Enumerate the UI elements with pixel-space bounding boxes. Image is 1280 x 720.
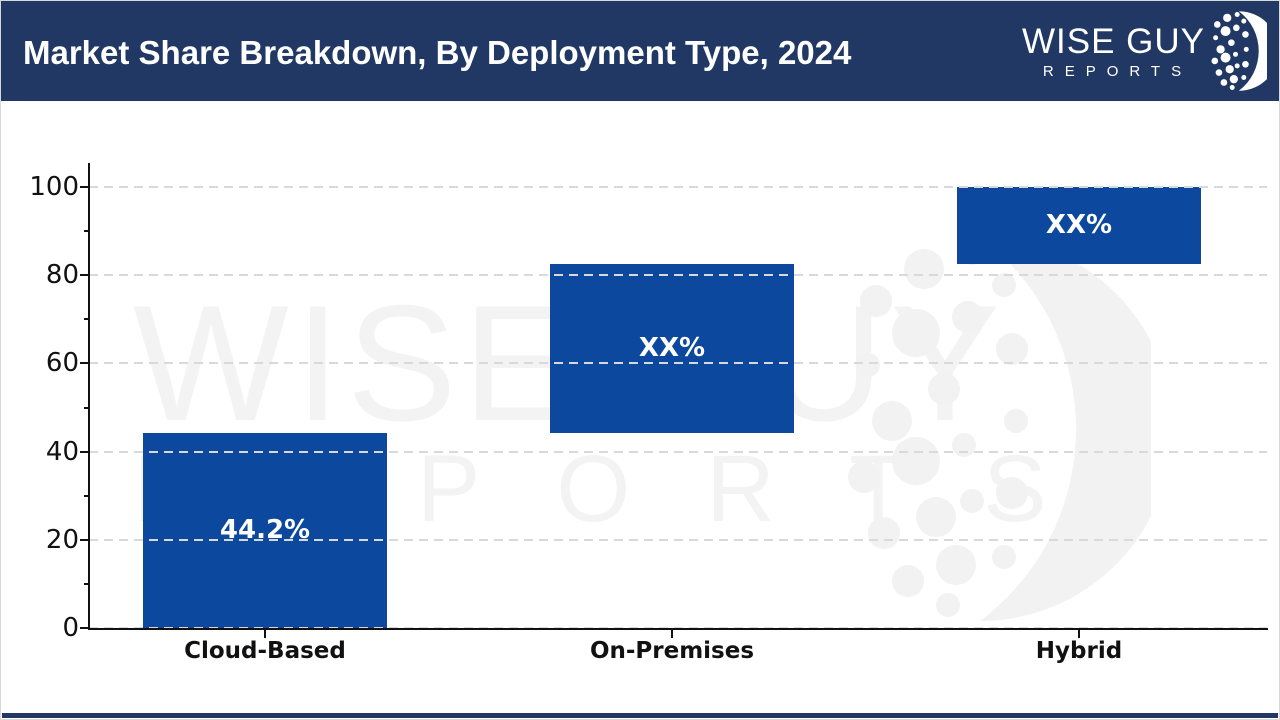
y-axis-line: [88, 163, 90, 630]
bar-segment-cloud-based: [143, 433, 387, 628]
bar-segment-hybrid: [957, 187, 1201, 265]
gridline-y100: [89, 186, 1267, 188]
page-title: Market Share Breakdown, By Deployment Ty…: [23, 34, 852, 71]
y-axis-major-tick: [80, 538, 89, 541]
y-axis-major-tick: [80, 450, 89, 453]
footer-bar: [2, 713, 1278, 718]
gridline-y60: [89, 362, 1267, 365]
y-axis-major-tick: [80, 274, 89, 277]
y-axis-minor-tick: [84, 318, 89, 321]
gridline-y80: [89, 274, 1267, 277]
x-axis-category-label: On-Premises: [589, 638, 755, 664]
bar-segment-on-premises: [550, 264, 794, 434]
plot-area: 44.2% XX% XX% 0 20 40 60 80 100 Cloud-Based On-Pre…: [1, 101, 1279, 715]
y-axis-minor-tick: [84, 582, 89, 585]
dotted-face-icon: [1211, 11, 1267, 91]
y-axis-minor-tick: [84, 406, 89, 409]
y-axis-major-tick: [80, 362, 89, 365]
gridline-y40: [89, 450, 1267, 453]
watermark-dotted-face-icon: [848, 237, 1151, 621]
y-axis-tick-label: 20: [45, 524, 79, 555]
x-axis-tick: [264, 630, 266, 638]
x-axis-tick: [671, 630, 673, 638]
gridline-y20: [89, 538, 1267, 541]
x-axis-line: [88, 628, 1268, 630]
x-axis-tick: [1078, 630, 1080, 638]
logo-reports-text: REPORTS: [1042, 62, 1193, 80]
header-bar: Market Share Breakdown, By Deployment Ty…: [1, 1, 1279, 101]
y-axis-tick-label: 60: [45, 348, 79, 379]
logo-wordmark: WISE GUY: [1021, 21, 1205, 61]
y-axis-tick-label: 100: [29, 172, 79, 202]
y-axis-tick-label: 80: [45, 260, 79, 291]
x-axis-category-label: Hybrid: [1035, 638, 1123, 664]
y-axis-tick-label: 40: [45, 436, 79, 467]
y-axis-minor-tick: [84, 494, 89, 497]
y-axis-tick-label: 0: [62, 613, 79, 643]
bar-value-label: XX%: [638, 332, 706, 363]
bar-value-label: 44.2%: [219, 514, 311, 545]
y-axis-major-tick: [80, 627, 89, 629]
y-axis-minor-tick: [84, 230, 89, 233]
bar-value-label: XX%: [1045, 209, 1113, 240]
brand-logo: WISE GUY REPORTS: [1022, 9, 1267, 93]
y-axis-major-tick: [80, 186, 89, 188]
x-axis-category-label: Cloud-Based: [184, 638, 346, 664]
